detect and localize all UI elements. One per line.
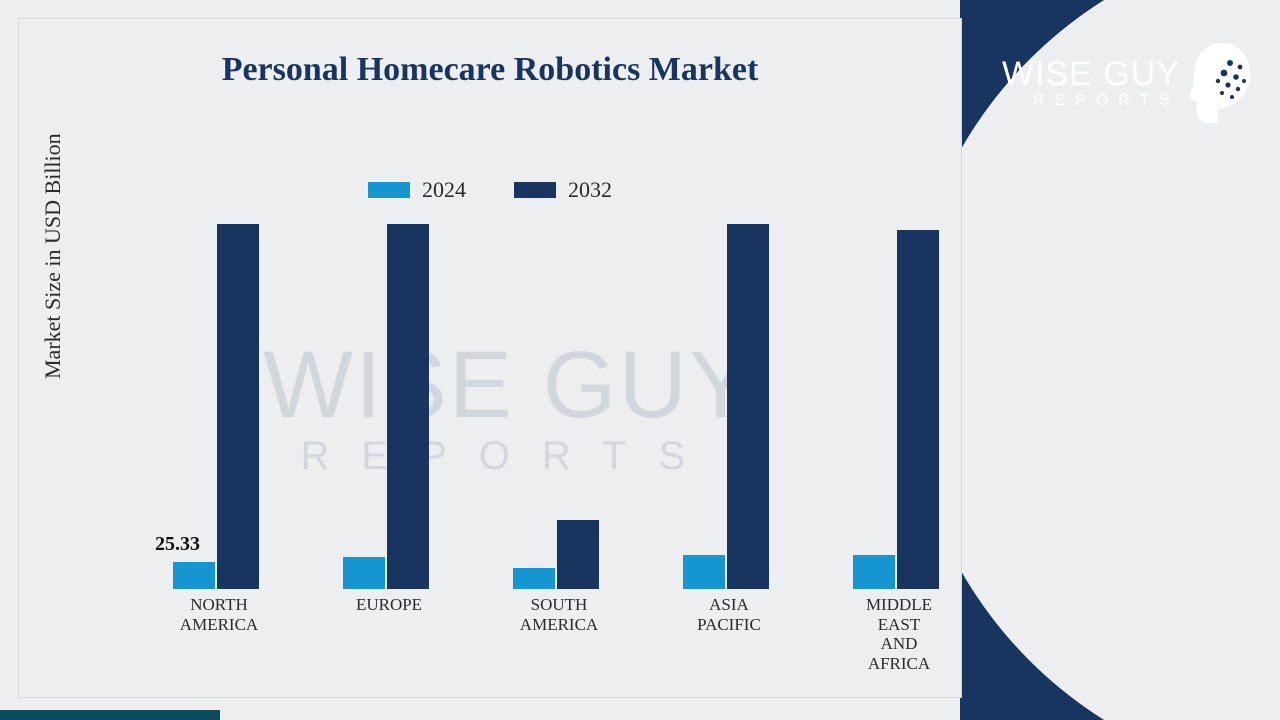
bar-2032 xyxy=(727,224,769,589)
value-label: 25.33 xyxy=(155,533,200,556)
legend-label-b: 2032 xyxy=(568,177,612,203)
legend-item-2024: 2024 xyxy=(368,177,466,203)
bar-2024 xyxy=(173,562,215,589)
logo-line-1: WISE GUY xyxy=(1002,55,1180,94)
bar-2032 xyxy=(387,224,429,589)
legend-label-a: 2024 xyxy=(422,177,466,203)
category-label: NORTH AMERICA xyxy=(135,595,303,634)
chart-title: Personal Homecare Robotics Market xyxy=(19,51,961,89)
bottom-accent-bar xyxy=(0,710,220,720)
bar-2024 xyxy=(683,555,725,589)
bar-2032 xyxy=(897,230,939,589)
head-icon xyxy=(1188,37,1258,127)
legend-swatch-b xyxy=(514,182,556,198)
y-axis-label: Market Size in USD Billion xyxy=(40,133,66,379)
plot-area: 25.33NORTH AMERICAEUROPESOUTH AMERICAASI… xyxy=(119,219,939,589)
category-label: MIDDLE EAST AND AFRICA xyxy=(815,595,983,673)
bar-2024 xyxy=(853,555,895,589)
bar-2032 xyxy=(217,224,259,589)
category-label: EUROPE xyxy=(305,595,473,615)
bar-2024 xyxy=(513,568,555,589)
legend: 2024 2032 xyxy=(19,177,961,203)
category-label: SOUTH AMERICA xyxy=(475,595,643,634)
category-label: ASIA PACIFIC xyxy=(645,595,813,634)
legend-swatch-a xyxy=(368,182,410,198)
bar-2024 xyxy=(343,557,385,589)
canvas: WISE GUY REPORTS Personal Homecare Robot… xyxy=(0,0,1280,720)
brand-logo: WISE GUY REPORTS xyxy=(988,22,1258,142)
logo-line-2: REPORTS xyxy=(1002,92,1180,110)
chart-panel: WISE GUY REPORTS Personal Homecare Robot… xyxy=(18,18,962,698)
bar-2032 xyxy=(557,520,599,589)
legend-item-2032: 2032 xyxy=(514,177,612,203)
